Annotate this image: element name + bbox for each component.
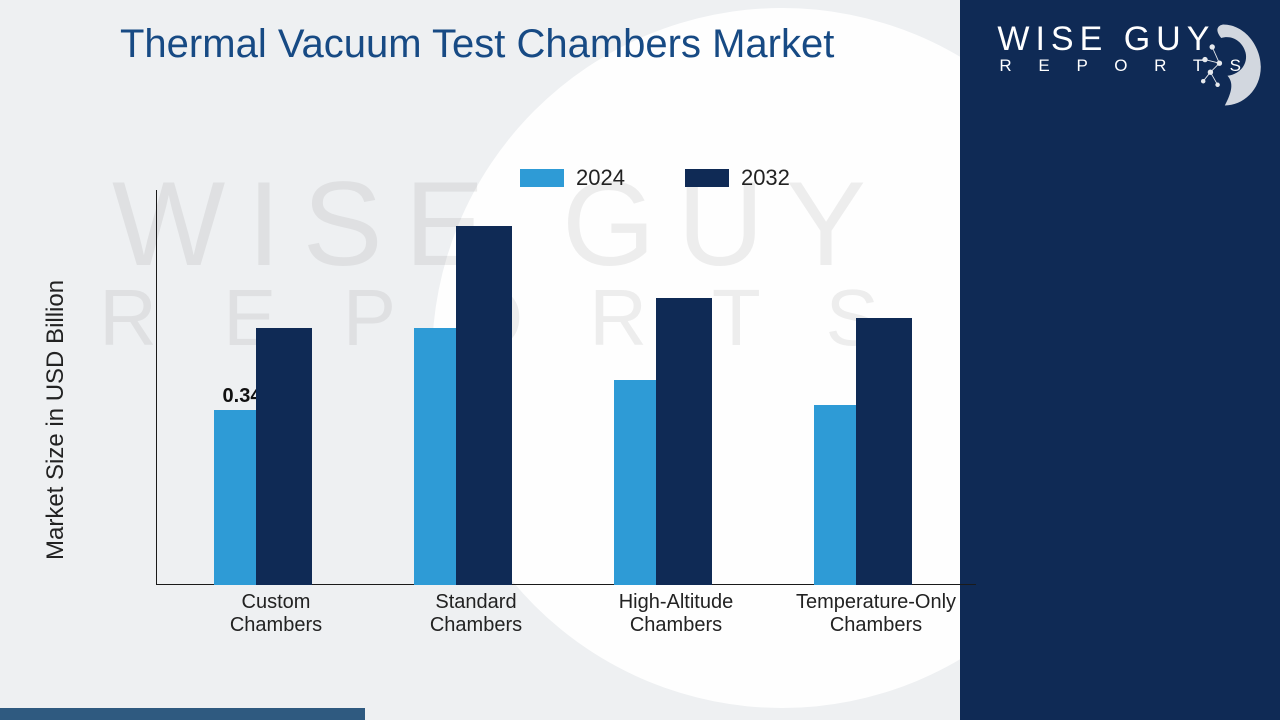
bar-2032 xyxy=(456,226,512,585)
category-label: High-AltitudeChambers xyxy=(576,585,776,637)
y-axis-line xyxy=(156,190,157,585)
legend-label-2032: 2032 xyxy=(741,165,790,191)
legend-label-2024: 2024 xyxy=(576,165,625,191)
y-axis-label: Market Size in USD Billion xyxy=(42,280,70,560)
page: WISE GUY R E P O R T S WISE GUY R E P O … xyxy=(0,0,1280,720)
plot-area: 0.34CustomChambersStandardChambersHigh-A… xyxy=(156,200,976,585)
brand-line-2: R E P O R T S xyxy=(997,56,1252,76)
legend: 2024 2032 xyxy=(520,165,790,191)
bar-2032 xyxy=(256,328,312,585)
category-label: Temperature-OnlyChambers xyxy=(776,585,976,637)
bottom-accent-bar xyxy=(0,708,365,720)
bar-2032 xyxy=(856,318,912,585)
bar-chart: 0.34CustomChambersStandardChambersHigh-A… xyxy=(96,190,976,640)
legend-swatch-2024 xyxy=(520,169,564,187)
brand-logo-text: WISE GUY R E P O R T S xyxy=(997,22,1252,76)
category-label: CustomChambers xyxy=(176,585,376,637)
legend-swatch-2032 xyxy=(685,169,729,187)
legend-item-2024: 2024 xyxy=(520,165,625,191)
category-label: StandardChambers xyxy=(376,585,576,637)
chart-title: Thermal Vacuum Test Chambers Market xyxy=(120,22,834,67)
brand-line-1: WISE GUY xyxy=(997,22,1252,56)
legend-item-2032: 2032 xyxy=(685,165,790,191)
bar-2032 xyxy=(656,298,712,585)
